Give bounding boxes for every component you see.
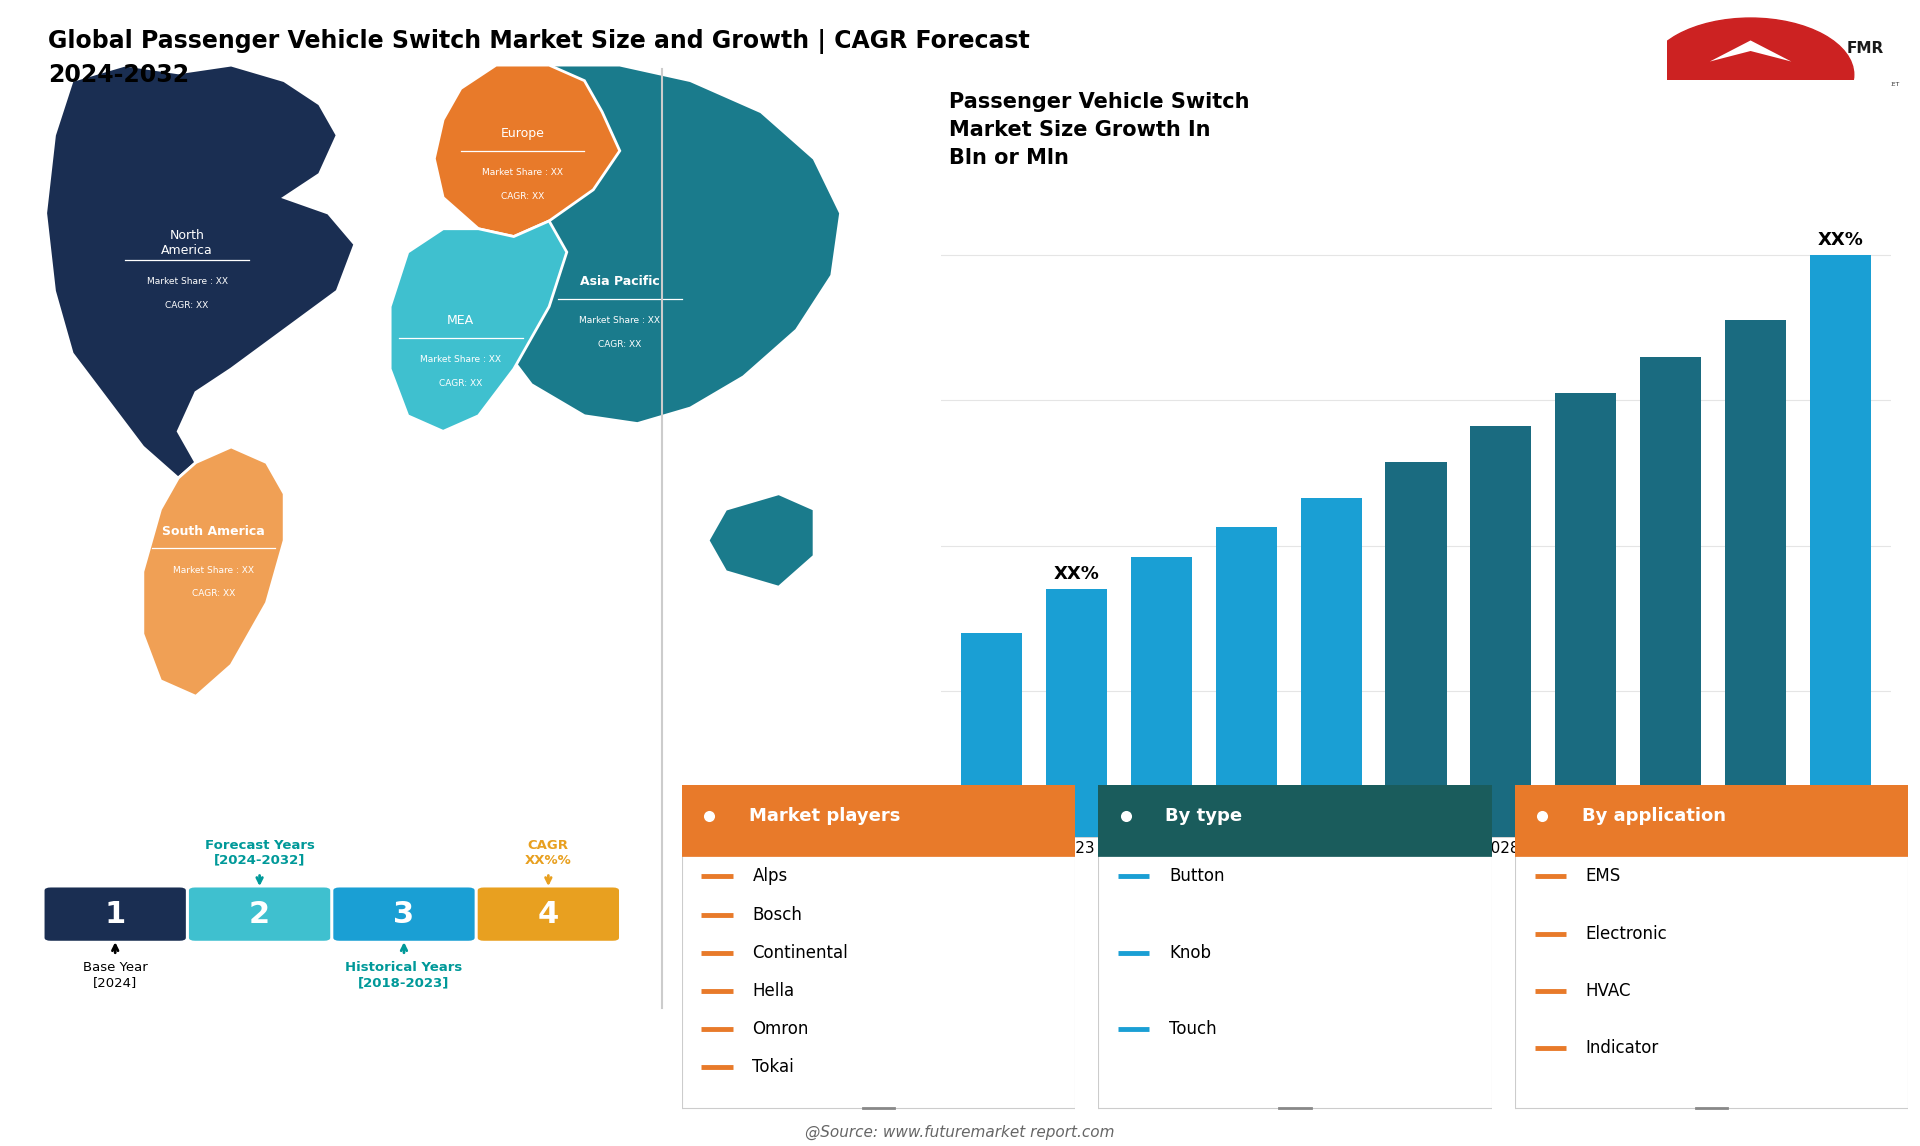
Polygon shape	[434, 65, 620, 236]
Text: Market Share : XX: Market Share : XX	[420, 355, 501, 364]
Text: Continental: Continental	[753, 943, 849, 961]
Bar	[1131, 557, 1192, 837]
Text: MEA: MEA	[447, 314, 474, 328]
Text: Market players: Market players	[749, 807, 900, 825]
Bar	[1640, 356, 1701, 837]
Text: Indicator: Indicator	[1586, 1039, 1659, 1057]
Text: XX%: XX%	[1054, 565, 1100, 583]
Text: CAGR
XX%%: CAGR XX%%	[524, 839, 572, 866]
Text: Market Share : XX: Market Share : XX	[146, 277, 227, 286]
Text: Hella: Hella	[753, 982, 795, 999]
Bar	[1046, 589, 1108, 837]
FancyBboxPatch shape	[188, 887, 330, 941]
Polygon shape	[390, 221, 566, 431]
Text: FMR: FMR	[1847, 41, 1884, 56]
Text: XX%: XX%	[1818, 231, 1862, 249]
Text: Button: Button	[1169, 868, 1225, 886]
Text: Base Year
[2024]: Base Year [2024]	[83, 961, 148, 989]
FancyBboxPatch shape	[478, 887, 618, 941]
Bar	[1386, 462, 1446, 837]
Text: CAGR: XX: CAGR: XX	[440, 378, 482, 387]
Text: HVAC: HVAC	[1586, 982, 1632, 999]
Text: FUTURE MARKET
REPORT: FUTURE MARKET REPORT	[1847, 83, 1899, 94]
FancyBboxPatch shape	[1492, 775, 1920, 857]
Text: CAGR: XX: CAGR: XX	[192, 589, 234, 598]
Bar	[962, 633, 1021, 837]
FancyBboxPatch shape	[1075, 775, 1515, 857]
Text: @Source: www.futuremarket report.com: @Source: www.futuremarket report.com	[804, 1125, 1116, 1140]
Text: Global Passenger Vehicle Switch Market Size and Growth | CAGR Forecast
2024-2032: Global Passenger Vehicle Switch Market S…	[48, 29, 1029, 87]
Text: Asia Pacific: Asia Pacific	[580, 275, 660, 289]
Text: South America: South America	[161, 525, 265, 537]
Text: Electronic: Electronic	[1586, 925, 1667, 943]
Bar	[1300, 499, 1361, 837]
Text: Market Share : XX: Market Share : XX	[482, 168, 563, 178]
Polygon shape	[1709, 40, 1791, 62]
Bar	[1724, 320, 1786, 837]
Text: By type: By type	[1165, 807, 1242, 825]
Text: Market Share : XX: Market Share : XX	[580, 316, 660, 325]
Text: 4: 4	[538, 900, 559, 928]
Text: Market Share : XX: Market Share : XX	[173, 566, 253, 574]
Bar	[1555, 393, 1617, 837]
FancyBboxPatch shape	[334, 887, 474, 941]
Text: CAGR: XX: CAGR: XX	[599, 339, 641, 348]
Text: Knob: Knob	[1169, 943, 1212, 961]
Text: Bosch: Bosch	[753, 905, 803, 924]
FancyBboxPatch shape	[659, 775, 1098, 857]
Text: Passenger Vehicle Switch
Market Size Growth In
Bln or Mln: Passenger Vehicle Switch Market Size Gro…	[948, 92, 1250, 167]
Text: 3: 3	[394, 900, 415, 928]
Text: 2: 2	[250, 900, 271, 928]
Polygon shape	[46, 65, 355, 478]
Polygon shape	[478, 65, 841, 424]
Text: 1: 1	[104, 900, 127, 928]
Bar	[1811, 254, 1870, 837]
Circle shape	[1647, 18, 1855, 132]
Polygon shape	[708, 494, 814, 587]
Text: Historical Years
[2018-2023]: Historical Years [2018-2023]	[346, 961, 463, 989]
Bar	[1471, 425, 1532, 837]
Text: North
America: North America	[161, 229, 213, 257]
Text: By application: By application	[1582, 807, 1726, 825]
Text: Alps: Alps	[753, 868, 787, 886]
FancyBboxPatch shape	[44, 887, 186, 941]
Text: Tokai: Tokai	[753, 1058, 795, 1076]
Text: Europe: Europe	[501, 127, 545, 140]
Text: Touch: Touch	[1169, 1020, 1217, 1038]
Text: EMS: EMS	[1586, 868, 1620, 886]
Text: CAGR: XX: CAGR: XX	[165, 300, 209, 309]
Text: Omron: Omron	[753, 1020, 808, 1038]
Text: Forecast Years
[2024-2032]: Forecast Years [2024-2032]	[205, 839, 315, 866]
Text: CAGR: XX: CAGR: XX	[501, 191, 543, 201]
Polygon shape	[142, 447, 284, 697]
Bar	[1215, 527, 1277, 837]
